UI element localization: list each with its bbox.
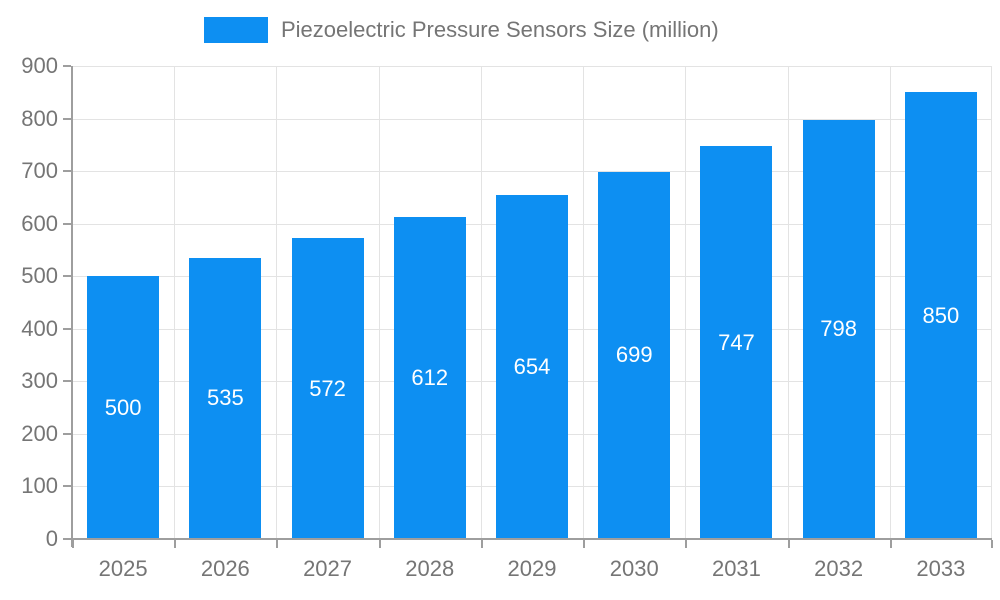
x-axis-tick-label: 2029 bbox=[507, 556, 557, 581]
plot-area: 500 535 572 612 654 699 747 798 850 bbox=[63, 65, 993, 548]
hgrid-line bbox=[72, 171, 992, 173]
y-axis-line bbox=[71, 66, 73, 547]
y-axis-tick bbox=[63, 117, 71, 120]
x-axis-tick-label: 2030 bbox=[609, 556, 659, 581]
x-axis-tick bbox=[174, 540, 177, 548]
x-axis-tick bbox=[787, 540, 790, 548]
y-axis-tick-label: 900 bbox=[21, 53, 58, 78]
bar-2030[interactable]: 699 bbox=[598, 171, 671, 539]
vgrid-line bbox=[378, 66, 380, 539]
y-axis-tick bbox=[63, 222, 71, 225]
x-axis-tick bbox=[685, 540, 688, 548]
y-axis-labels: 0 100 200 300 400 500 600 700 800 900 bbox=[0, 53, 58, 551]
vgrid-line bbox=[174, 66, 176, 539]
x-axis-tick-label: 2031 bbox=[711, 556, 761, 581]
y-axis-tick bbox=[63, 485, 71, 488]
bar-value-label: 747 bbox=[718, 329, 755, 355]
x-axis-tick-label: 2027 bbox=[303, 556, 353, 581]
x-axis-tick-label: 2025 bbox=[98, 556, 148, 581]
bar-2029[interactable]: 654 bbox=[496, 195, 568, 539]
vgrid-line bbox=[991, 66, 992, 539]
y-axis-tick-label: 700 bbox=[21, 158, 58, 184]
vgrid-line bbox=[787, 66, 789, 539]
x-axis-tick-label: 2028 bbox=[405, 556, 455, 581]
y-axis-tick-label: 400 bbox=[21, 315, 58, 341]
bar-value-label: 798 bbox=[820, 316, 858, 342]
bar-value-label: 535 bbox=[206, 385, 244, 411]
x-axis-tick-label: 2026 bbox=[200, 556, 250, 581]
x-axis-tick bbox=[378, 540, 381, 548]
bar-2031[interactable]: 747 bbox=[700, 146, 773, 539]
y-axis-tick-label: 200 bbox=[21, 420, 58, 446]
x-axis-labels: 2025 2026 2027 2028 2029 2030 2031 2032 2033 bbox=[72, 556, 992, 586]
x-axis-tick bbox=[276, 540, 279, 548]
bar-value-label: 612 bbox=[411, 365, 449, 391]
y-axis-tick-label: 100 bbox=[21, 473, 58, 499]
bar-value-label: 654 bbox=[513, 354, 551, 380]
y-axis-tick bbox=[63, 380, 71, 383]
hgrid-line bbox=[72, 66, 992, 67]
bar-2032[interactable]: 798 bbox=[802, 119, 875, 539]
bar-2025[interactable]: 500 bbox=[87, 276, 160, 539]
vgrid-line bbox=[480, 66, 482, 539]
bar-2033[interactable]: 850 bbox=[904, 92, 977, 539]
y-axis-tick-label: 800 bbox=[21, 105, 58, 131]
x-axis-tick bbox=[72, 540, 74, 548]
vgrid-line bbox=[583, 66, 585, 539]
y-axis-tick bbox=[63, 432, 71, 435]
x-axis-tick-label: 2032 bbox=[814, 556, 864, 581]
x-axis-tick bbox=[889, 540, 892, 548]
y-axis-tick-label: 300 bbox=[21, 368, 58, 394]
y-axis-tick-label: 600 bbox=[21, 210, 58, 236]
y-axis-tick bbox=[63, 538, 71, 540]
hgrid-line bbox=[72, 118, 992, 120]
bar-2026[interactable]: 535 bbox=[189, 257, 262, 539]
x-axis-tick bbox=[583, 540, 586, 548]
bar-2028[interactable]: 612 bbox=[393, 217, 466, 539]
x-axis-tick bbox=[991, 540, 993, 548]
y-axis-tick-label: 500 bbox=[21, 263, 58, 289]
x-axis-tick-label: 2033 bbox=[916, 556, 966, 581]
y-axis-tick-label: 0 bbox=[45, 526, 58, 551]
vgrid-line bbox=[685, 66, 687, 539]
bar-value-label: 572 bbox=[309, 375, 346, 401]
vgrid-line bbox=[276, 66, 278, 539]
y-axis-tick bbox=[63, 170, 71, 173]
y-axis-tick bbox=[63, 275, 71, 278]
legend-swatch-icon bbox=[204, 17, 268, 43]
bar-value-label: 699 bbox=[615, 342, 653, 368]
bar-value-label: 500 bbox=[104, 394, 142, 420]
vgrid-line bbox=[889, 66, 891, 539]
chart-legend[interactable]: Piezoelectric Pressure Sensors Size (mil… bbox=[204, 17, 719, 43]
x-axis-line bbox=[72, 538, 992, 540]
x-axis-tick bbox=[480, 540, 483, 548]
legend-label: Piezoelectric Pressure Sensors Size (mil… bbox=[281, 17, 719, 42]
y-axis-tick bbox=[63, 65, 71, 67]
bar-2027[interactable]: 572 bbox=[291, 238, 364, 539]
y-axis-tick bbox=[63, 327, 71, 330]
bar-value-label: 850 bbox=[922, 302, 960, 328]
